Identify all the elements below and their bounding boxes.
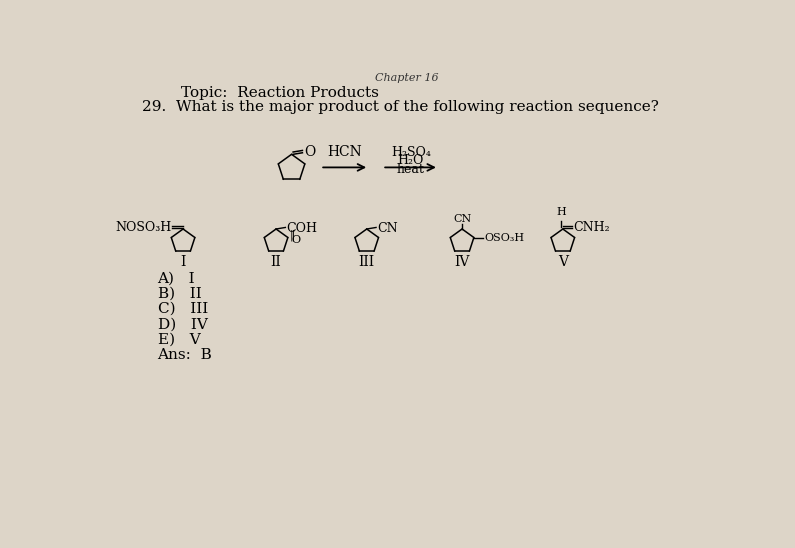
Text: II: II xyxy=(271,255,281,269)
Text: OSO₃H: OSO₃H xyxy=(484,232,524,243)
Text: III: III xyxy=(359,255,374,269)
Text: heat: heat xyxy=(397,163,425,176)
Text: CN: CN xyxy=(453,214,471,224)
Text: HCN: HCN xyxy=(327,145,362,159)
Text: 29.  What is the major product of the following reaction sequence?: 29. What is the major product of the fol… xyxy=(142,100,659,115)
Text: C)   III: C) III xyxy=(157,302,207,316)
Text: I: I xyxy=(180,255,186,269)
Text: O: O xyxy=(292,235,301,245)
Text: H₂O: H₂O xyxy=(398,155,424,167)
Text: V: V xyxy=(558,255,568,269)
Text: CNH₂: CNH₂ xyxy=(573,221,610,234)
Text: H₂SO₄: H₂SO₄ xyxy=(391,146,431,159)
Text: B)   II: B) II xyxy=(157,287,201,301)
Text: O: O xyxy=(304,145,316,159)
Text: D)   IV: D) IV xyxy=(157,317,207,332)
Text: ‖: ‖ xyxy=(289,230,295,241)
Text: NOSO₃H: NOSO₃H xyxy=(115,221,172,234)
Text: Topic:  Reaction Products: Topic: Reaction Products xyxy=(180,86,378,100)
Text: A)   I: A) I xyxy=(157,271,195,286)
Text: Ans:  B: Ans: B xyxy=(157,349,212,362)
Text: Chapter 16: Chapter 16 xyxy=(375,73,439,83)
Text: COH: COH xyxy=(286,222,317,235)
Text: CN: CN xyxy=(377,222,398,235)
Text: H: H xyxy=(556,207,566,216)
Text: E)   V: E) V xyxy=(157,333,200,347)
Text: IV: IV xyxy=(455,255,470,269)
